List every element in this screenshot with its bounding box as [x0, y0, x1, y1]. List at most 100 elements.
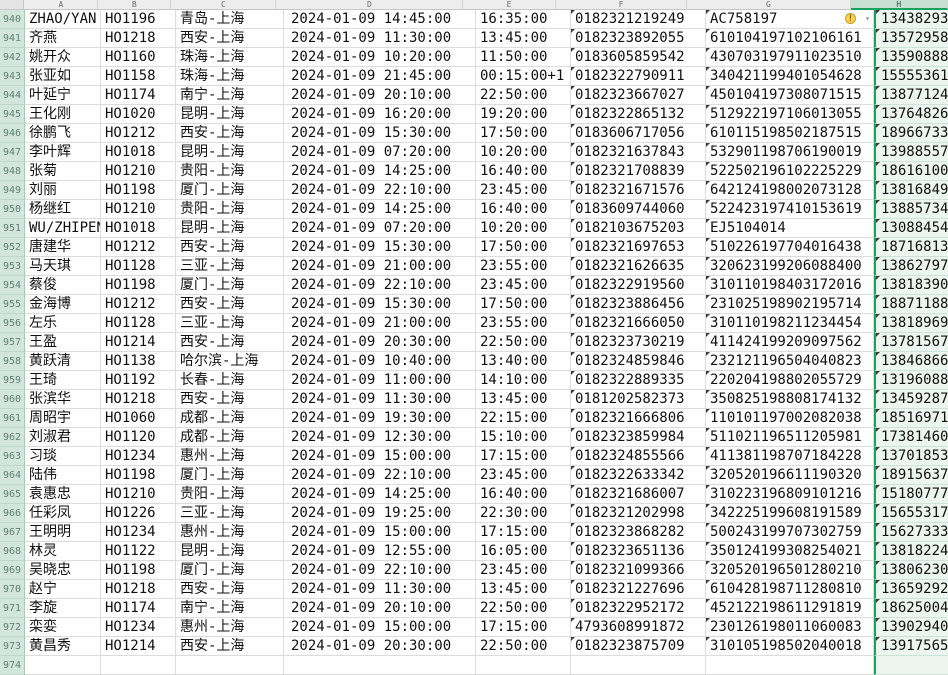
cell-phone[interactable]: 135729583 [874, 29, 948, 48]
row-header[interactable]: 952 [0, 238, 25, 257]
cell-phone[interactable]: 136592925 [874, 580, 948, 599]
cell-departure[interactable]: 2024-01-09 11:30:00 [284, 580, 476, 599]
cell-ticket_no[interactable]: 0182323859984 [571, 428, 706, 447]
dropdown-arrow-icon[interactable]: ▾ [865, 14, 870, 23]
cell-route[interactable]: 三亚-上海 [176, 314, 284, 333]
cell-id_no[interactable]: 522502196102225229 [706, 162, 874, 181]
cell-flight[interactable]: HO1198 [101, 561, 176, 580]
cell-name[interactable]: 黄昌秀 [25, 637, 101, 656]
cell-flight[interactable]: HO1234 [101, 618, 176, 637]
cell-phone[interactable]: 135908886 [874, 48, 948, 67]
row-header[interactable]: 957 [0, 333, 25, 352]
cell-name[interactable]: 周昭宇 [25, 409, 101, 428]
row-header[interactable]: 950 [0, 200, 25, 219]
cell-route[interactable]: 西安-上海 [176, 29, 284, 48]
cell-phone[interactable]: 13459287 [874, 390, 948, 409]
cell-arrival[interactable]: 17:15:00 [476, 618, 571, 637]
cell-phone[interactable]: 186250043 [874, 599, 948, 618]
cell-id_no[interactable]: 510226197704016438 [706, 238, 874, 257]
cell-name[interactable]: 王琦 [25, 371, 101, 390]
row-header[interactable]: 953 [0, 257, 25, 276]
cell-name[interactable]: 栾娈 [25, 618, 101, 637]
cell-departure[interactable]: 2024-01-09 11:30:00 [284, 29, 476, 48]
cell-phone[interactable]: 138062301 [874, 561, 948, 580]
cell-name[interactable]: 张菊 [25, 162, 101, 181]
cell-flight[interactable]: HO1158 [101, 67, 176, 86]
cell-phone[interactable]: 189667333 [874, 124, 948, 143]
cell-phone[interactable]: 151807776 [874, 485, 948, 504]
cell-ticket_no[interactable]: 0182324859846 [571, 352, 706, 371]
cell-flight[interactable]: HO1210 [101, 485, 176, 504]
cell-id_no[interactable]: 110101197002082038 [706, 409, 874, 428]
cell-flight[interactable]: HO1196 [101, 10, 176, 29]
cell-id_no[interactable]: 532901198706190019 [706, 143, 874, 162]
cell-phone[interactable]: 137648267 [874, 105, 948, 124]
column-header-D[interactable]: D [276, 0, 464, 10]
cell-arrival[interactable]: 16:40:00 [476, 162, 571, 181]
cell-route[interactable]: 厦门-上海 [176, 181, 284, 200]
cell-departure[interactable]: 2024-01-09 15:00:00 [284, 618, 476, 637]
cell-departure[interactable]: 2024-01-09 14:25:00 [284, 162, 476, 181]
cell-arrival[interactable]: 22:15:00 [476, 409, 571, 428]
cell-arrival[interactable]: 23:45:00 [476, 561, 571, 580]
row-header[interactable]: 947 [0, 143, 25, 162]
cell-departure[interactable]: 2024-01-09 20:10:00 [284, 86, 476, 105]
row-header[interactable]: 973 [0, 637, 25, 656]
cell-id_no[interactable]: 232121196504040823 [706, 352, 874, 371]
cell-name[interactable]: 杨继红 [25, 200, 101, 219]
cell-ticket_no[interactable]: 0182321202998 [571, 504, 706, 523]
cell-departure[interactable]: 2024-01-09 20:30:00 [284, 333, 476, 352]
cell-flight[interactable]: HO1234 [101, 523, 176, 542]
cell-departure[interactable]: 2024-01-09 22:10:00 [284, 561, 476, 580]
row-header[interactable]: 963 [0, 447, 25, 466]
cell-phone[interactable]: 138168496 [874, 181, 948, 200]
cell-name[interactable]: 袁惠忠 [25, 485, 101, 504]
cell-departure[interactable]: 2024-01-09 10:20:00 [284, 48, 476, 67]
cell-arrival[interactable]: 17:50:00 [476, 124, 571, 143]
cell-name[interactable]: 叶延宁 [25, 86, 101, 105]
cell-id_no[interactable]: 230126198011060083 [706, 618, 874, 637]
cell-flight[interactable]: HO1018 [101, 219, 176, 238]
cell-id_no[interactable]: 610115198502187515 [706, 124, 874, 143]
cell-departure[interactable]: 2024-01-09 15:30:00 [284, 295, 476, 314]
cell-arrival[interactable]: 17:50:00 [476, 295, 571, 314]
cell-arrival[interactable]: 23:55:00 [476, 314, 571, 333]
row-header[interactable]: 968 [0, 542, 25, 561]
cell-departure[interactable]: 2024-01-09 21:00:00 [284, 257, 476, 276]
row-header[interactable]: 940 [0, 10, 25, 29]
cell-departure[interactable]: 2024-01-09 10:40:00 [284, 352, 476, 371]
cell-arrival[interactable]: 15:10:00 [476, 428, 571, 447]
cell-phone[interactable]: 139885576 [874, 143, 948, 162]
cell-flight[interactable] [101, 656, 176, 675]
cell-id_no[interactable]: 450104197308071515 [706, 86, 874, 105]
cell-phone[interactable]: 187168133 [874, 238, 948, 257]
cell-ticket_no[interactable]: 0182321626635 [571, 257, 706, 276]
cell-departure[interactable]: 2024-01-09 15:30:00 [284, 238, 476, 257]
cell-route[interactable]: 珠海-上海 [176, 67, 284, 86]
cell-departure[interactable]: 2024-01-09 12:30:00 [284, 428, 476, 447]
cell-route[interactable]: 长春-上海 [176, 371, 284, 390]
cell-arrival[interactable]: 23:45:00 [476, 276, 571, 295]
cell-name[interactable]: 姚开众 [25, 48, 101, 67]
cell-id_no[interactable]: 320520196611190320 [706, 466, 874, 485]
cell-route[interactable]: 惠州-上海 [176, 618, 284, 637]
row-header[interactable]: 964 [0, 466, 25, 485]
column-header-A[interactable]: A [24, 0, 99, 10]
cell-name[interactable]: ZHAO/YAN [25, 10, 101, 29]
cell-route[interactable]: 西安-上海 [176, 637, 284, 656]
cell-ticket_no[interactable]: 0182323730219 [571, 333, 706, 352]
cell-flight[interactable]: HO1214 [101, 333, 176, 352]
cell-ticket_no[interactable]: 0182322952172 [571, 599, 706, 618]
cell-arrival[interactable]: 16:40:00 [476, 485, 571, 504]
cell-flight[interactable]: HO1174 [101, 86, 176, 105]
cell-route[interactable]: 三亚-上海 [176, 504, 284, 523]
cell-arrival[interactable]: 16:35:00 [476, 10, 571, 29]
cell-flight[interactable]: HO1198 [101, 466, 176, 485]
cell-name[interactable]: 徐鹏飞 [25, 124, 101, 143]
cell-id_no[interactable]: 310105198502040018 [706, 637, 874, 656]
cell-id_no[interactable]: 320623199206088400 [706, 257, 874, 276]
row-header[interactable]: 944 [0, 86, 25, 105]
cell-arrival[interactable]: 11:50:00 [476, 48, 571, 67]
cell-ticket_no[interactable]: 0183606717056 [571, 124, 706, 143]
cell-ticket_no[interactable]: 0182322889335 [571, 371, 706, 390]
